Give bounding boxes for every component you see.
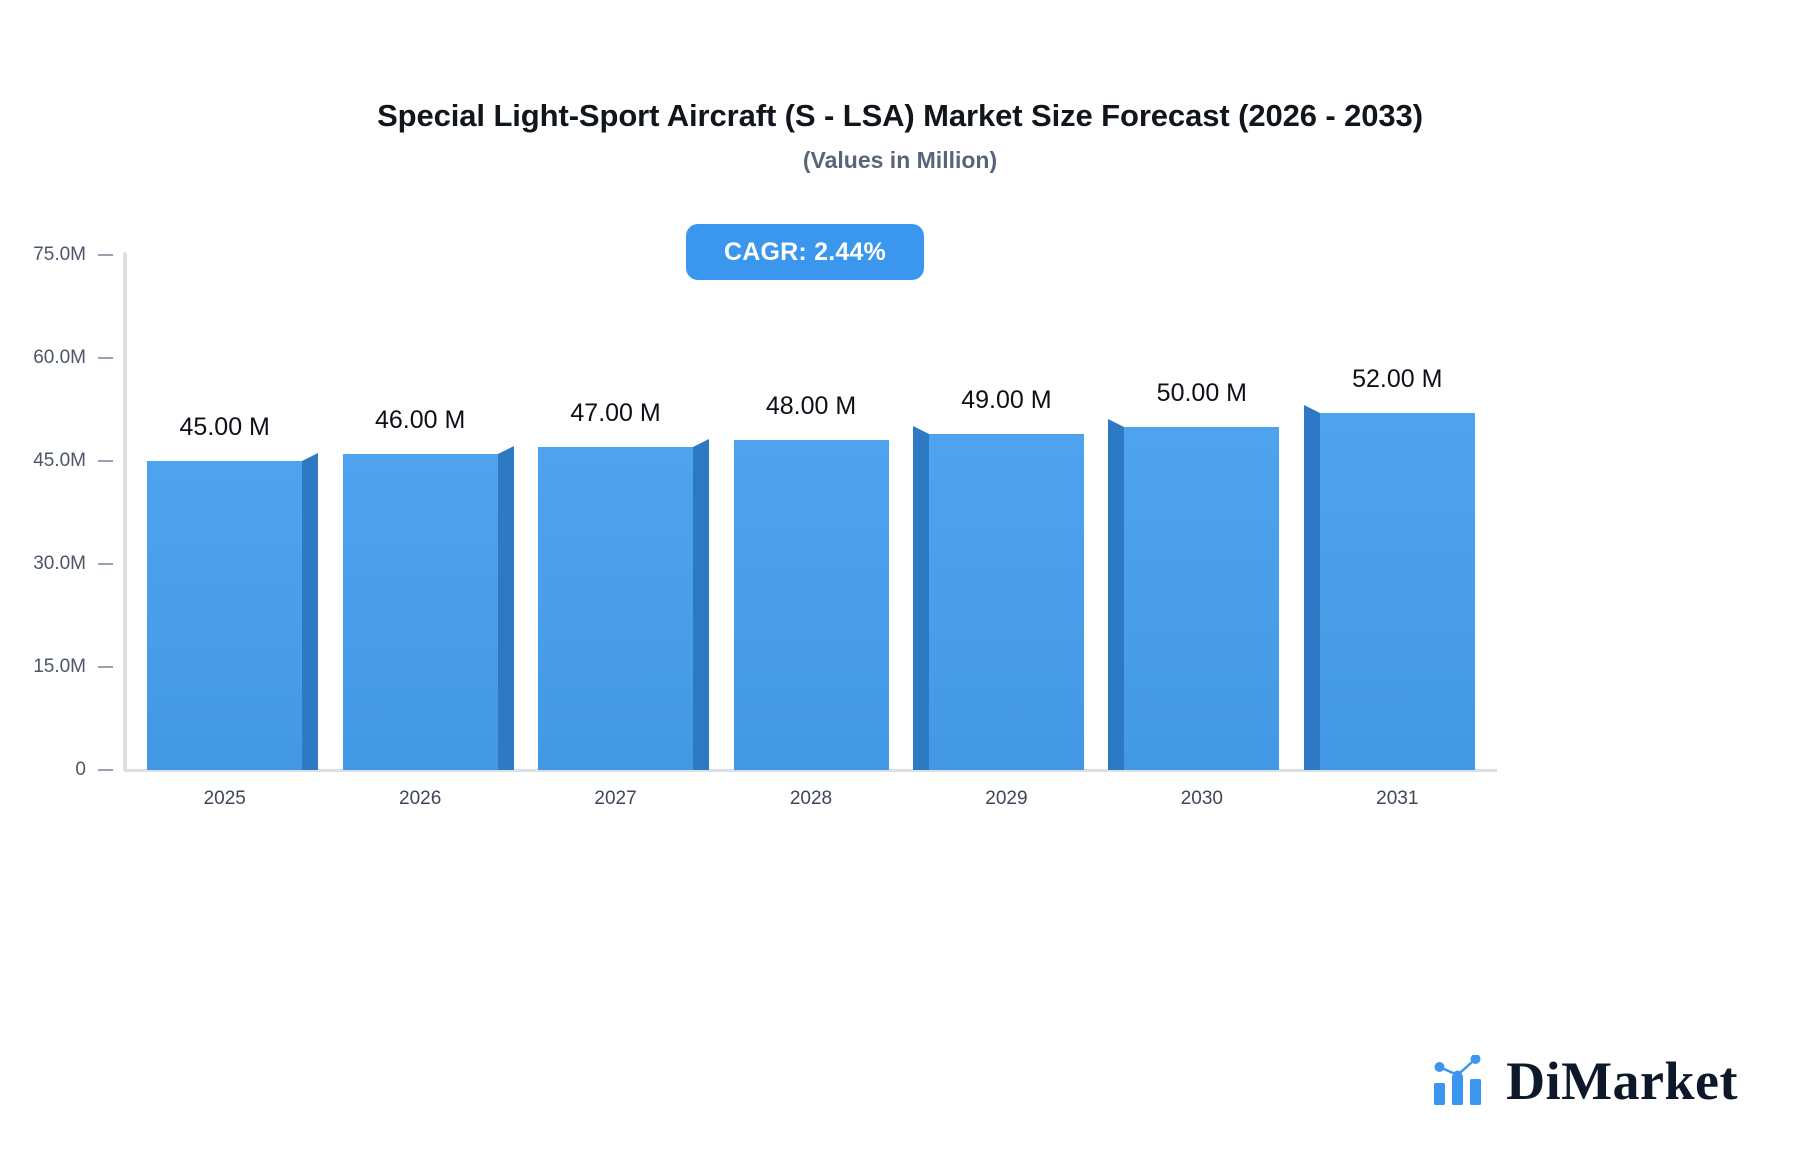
y-axis-tick-mark bbox=[98, 357, 113, 359]
bar-value-label: 45.00 M bbox=[179, 413, 270, 441]
dimarket-bars-icon bbox=[1434, 1055, 1482, 1105]
y-axis-tick-mark bbox=[98, 563, 113, 565]
bar-front-face bbox=[733, 440, 889, 770]
bar[interactable] bbox=[342, 446, 514, 770]
bar-top-chamfer bbox=[302, 453, 319, 461]
x-axis-tick-label: 2025 bbox=[203, 788, 246, 809]
y-axis-tick-label: 75.0M bbox=[33, 244, 86, 265]
bar-side-face bbox=[302, 461, 319, 770]
y-axis-tick-mark bbox=[98, 254, 113, 256]
y-axis-tick-mark bbox=[98, 666, 113, 668]
y-axis-tick-mark bbox=[98, 460, 113, 462]
bar-side-face bbox=[693, 447, 710, 770]
x-axis-tick-label: 2029 bbox=[985, 788, 1028, 809]
bar-top-chamfer bbox=[1108, 418, 1125, 427]
bar-front-face bbox=[928, 433, 1084, 770]
y-axis-tick-label: 60.0M bbox=[33, 347, 86, 368]
cagr-badge-label: CAGR: 2.44% bbox=[724, 237, 886, 266]
bar-value-label: 52.00 M bbox=[1352, 364, 1443, 393]
bar[interactable] bbox=[147, 453, 319, 770]
x-axis-tick-label: 2031 bbox=[1376, 788, 1419, 809]
bar-front-face bbox=[538, 447, 694, 770]
bar-top-chamfer bbox=[912, 425, 929, 434]
bar-front-face bbox=[147, 461, 303, 770]
y-axis-tick-label: 30.0M bbox=[33, 553, 86, 574]
bar-side-face bbox=[912, 433, 929, 770]
y-axis-tick-mark bbox=[98, 769, 113, 771]
bar-side-face bbox=[1303, 412, 1320, 770]
brand-logo: DiMarket bbox=[1432, 1054, 1738, 1108]
cagr-badge: CAGR: 2.44% bbox=[686, 224, 924, 280]
y-axis-line bbox=[123, 252, 127, 772]
bar-front-face bbox=[342, 454, 498, 770]
bar-side-face bbox=[497, 454, 514, 770]
x-axis-tick-label: 2030 bbox=[1180, 788, 1223, 809]
bar-value-label: 47.00 M bbox=[570, 399, 661, 428]
chart-subtitle: (Values in Million) bbox=[802, 147, 998, 173]
bar-value-label: 50.00 M bbox=[1156, 378, 1248, 407]
bar-value-label: 46.00 M bbox=[374, 406, 466, 435]
x-axis-tick-label: 2028 bbox=[789, 788, 833, 809]
bar-front-face bbox=[1319, 412, 1475, 770]
bar[interactable] bbox=[912, 425, 1084, 770]
bar[interactable] bbox=[1303, 404, 1475, 770]
chart-title: Special Light-Sport Aircraft (S - LSA) M… bbox=[377, 98, 1423, 133]
bar[interactable] bbox=[538, 439, 710, 770]
bar-top-chamfer bbox=[1303, 404, 1320, 413]
bar[interactable] bbox=[733, 440, 889, 770]
brand-name: DiMarket bbox=[1506, 1051, 1738, 1111]
x-axis-tick-label: 2027 bbox=[594, 788, 637, 809]
x-axis-tick-label: 2026 bbox=[399, 788, 442, 809]
bar-top-chamfer bbox=[497, 446, 514, 455]
bar-front-face bbox=[1124, 426, 1280, 770]
y-axis-tick-label: 0 bbox=[75, 759, 86, 780]
bar[interactable] bbox=[1108, 418, 1280, 770]
bar-side-face bbox=[1108, 426, 1125, 770]
y-axis-tick-label: 45.0M bbox=[33, 450, 86, 471]
bar-value-label: 49.00 M bbox=[961, 385, 1052, 414]
y-axis-tick-label: 15.0M bbox=[33, 656, 86, 677]
bar-top-chamfer bbox=[693, 439, 710, 448]
bar-value-label: 48.00 M bbox=[765, 392, 857, 421]
x-axis-line bbox=[125, 769, 1497, 772]
